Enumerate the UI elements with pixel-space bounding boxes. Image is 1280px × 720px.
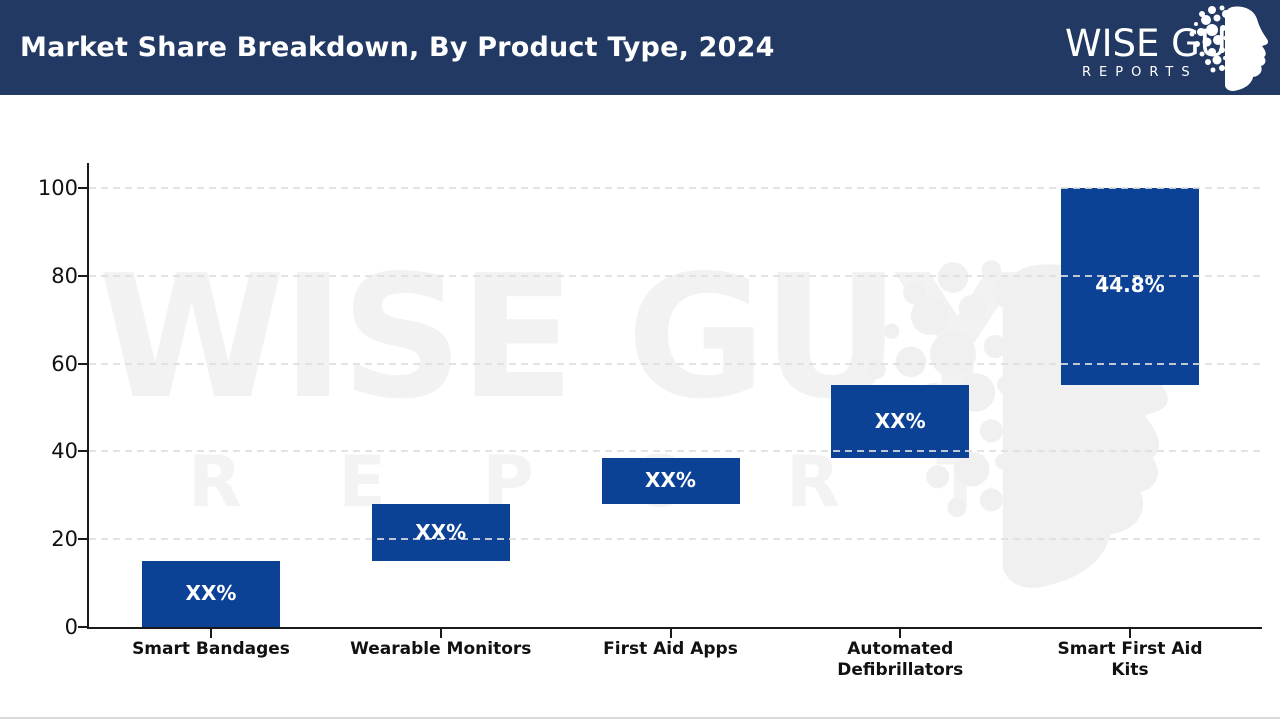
x-category-label: Smart First Aid Kits	[1057, 639, 1203, 680]
logo-head-icon	[1189, 5, 1269, 91]
bar-segment	[601, 458, 740, 505]
bar-value-label: XX%	[185, 581, 237, 606]
bar-value-label: 44.8%	[1095, 273, 1165, 298]
x-category-label: First Aid Apps	[603, 639, 738, 659]
y-tick-label: 20	[51, 527, 78, 552]
bottom-divider	[0, 717, 1280, 719]
page-title: Market Share Breakdown, By Product Type,…	[20, 32, 775, 63]
y-tick-label: 80	[51, 263, 78, 288]
y-tick-label: 40	[51, 439, 78, 464]
chart: WISE GUY R E P O R T S 020406080100XX%Sm…	[0, 95, 1280, 720]
bar-value-label: XX%	[645, 468, 696, 493]
bar-value-label: XX%	[874, 408, 926, 433]
bars-layer	[0, 95, 1280, 720]
bar-value-label: XX%	[415, 519, 467, 544]
labels-layer: 0 20 40 60 80 100 XX% Smart Bandages XX% Wearable…	[0, 95, 1280, 720]
header-bar: Market Share Breakdown, By Product Type,…	[0, 0, 1280, 95]
bar-segment	[831, 384, 970, 459]
y-tick-label: 0	[64, 615, 78, 639]
bar-segment	[371, 504, 510, 562]
y-tick-label: 100	[37, 176, 78, 200]
x-category-label: Wearable Monitors	[350, 639, 532, 659]
bar-segment	[142, 561, 280, 627]
logo-subline: REPORTS	[1082, 65, 1198, 80]
wise-guy-logo: WISE GUY REPORTS	[1065, 5, 1269, 91]
bar-segment	[1061, 188, 1199, 385]
x-category-label: Smart Bandages	[132, 639, 290, 659]
y-tick-label: 60	[51, 351, 78, 376]
x-category-label: Automated Defibrillators	[837, 639, 964, 680]
